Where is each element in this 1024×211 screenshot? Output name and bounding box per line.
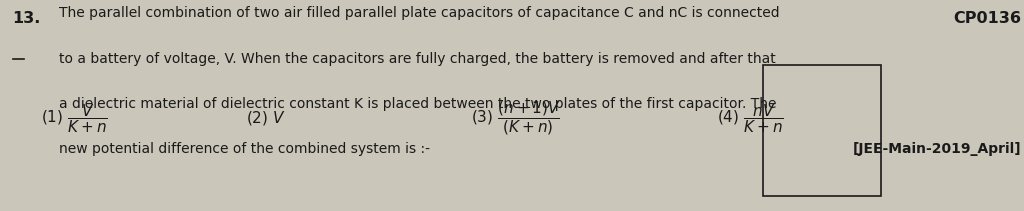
Text: new potential difference of the combined system is :-: new potential difference of the combined… xyxy=(59,142,430,156)
Text: to a battery of voltage, V. When the capacitors are fully charged, the battery i: to a battery of voltage, V. When the cap… xyxy=(59,52,776,66)
Text: $(1)\ \dfrac{V}{K+n}$: $(1)\ \dfrac{V}{K+n}$ xyxy=(41,102,108,135)
Text: [JEE-Main-2019_April]: [JEE-Main-2019_April] xyxy=(852,142,1021,156)
Text: $(3)\ \dfrac{(n+1)V}{(K+n)}$: $(3)\ \dfrac{(n+1)V}{(K+n)}$ xyxy=(471,99,561,137)
Text: The parallel combination of two air filled parallel plate capacitors of capacita: The parallel combination of two air fill… xyxy=(59,6,780,20)
Text: a dielectric material of dielectric constant K is placed between the two plates : a dielectric material of dielectric cons… xyxy=(59,97,777,111)
Text: 13.: 13. xyxy=(12,11,41,26)
Text: CP0136: CP0136 xyxy=(953,11,1021,26)
Text: $(2)\ V$: $(2)\ V$ xyxy=(246,109,286,127)
Text: $(4)\ \dfrac{nV}{K+n}$: $(4)\ \dfrac{nV}{K+n}$ xyxy=(717,102,783,135)
